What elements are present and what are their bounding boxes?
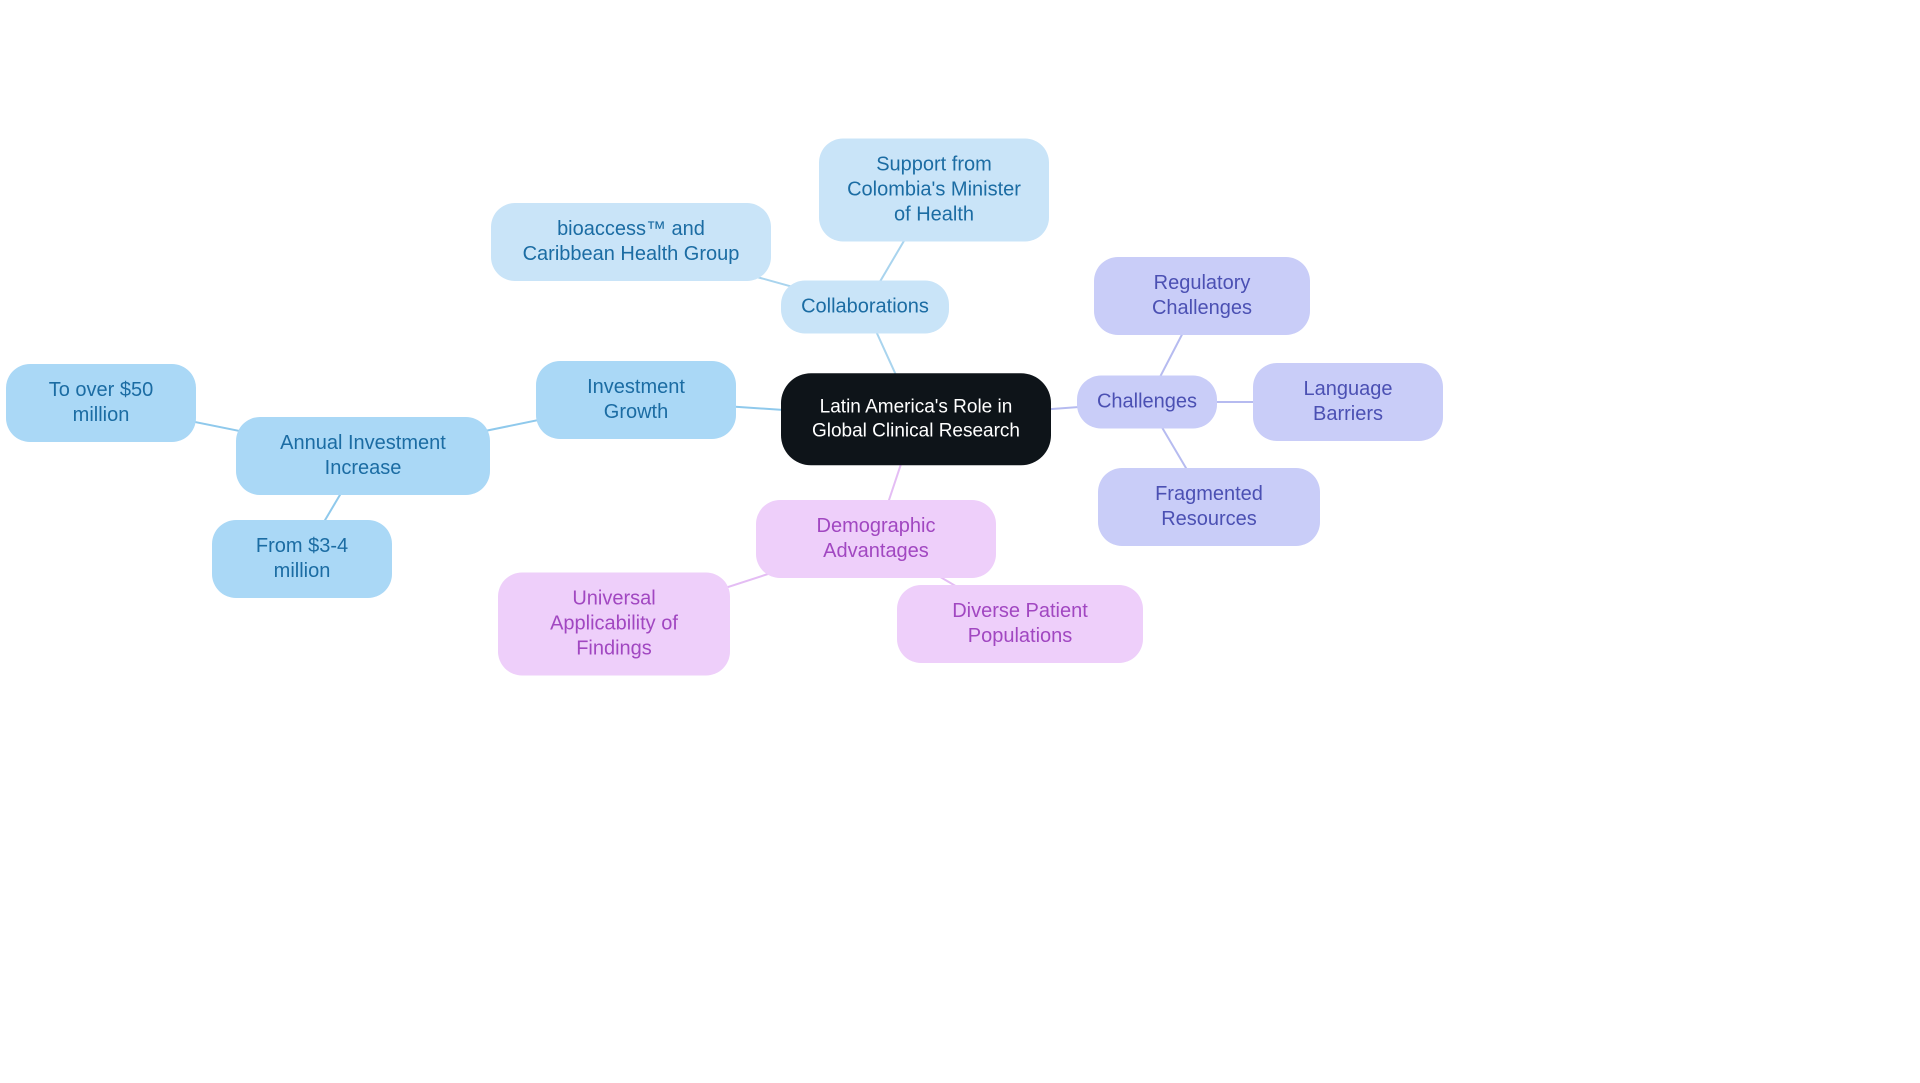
mindmap-node: Challenges [1077, 376, 1217, 429]
mindmap-node: Annual Investment Increase [236, 417, 490, 495]
mindmap-node: Diverse Patient Populations [897, 585, 1143, 663]
mindmap-node: Investment Growth [536, 361, 736, 439]
mindmap-node: Universal Applicability of Findings [498, 573, 730, 676]
mindmap-node: Demographic Advantages [756, 500, 996, 578]
mindmap-node: Regulatory Challenges [1094, 257, 1310, 335]
mindmap-node: Language Barriers [1253, 363, 1443, 441]
mindmap-canvas: Latin America's Role in Global Clinical … [0, 0, 1920, 1083]
center-node: Latin America's Role in Global Clinical … [781, 373, 1051, 465]
mindmap-node: Support from Colombia's Minister of Heal… [819, 139, 1049, 242]
mindmap-node: Fragmented Resources [1098, 468, 1320, 546]
mindmap-node: Collaborations [781, 281, 949, 334]
mindmap-node: bioaccess™ and Caribbean Health Group [491, 203, 771, 281]
mindmap-node: To over $50 million [6, 364, 196, 442]
mindmap-node: From $3-4 million [212, 520, 392, 598]
